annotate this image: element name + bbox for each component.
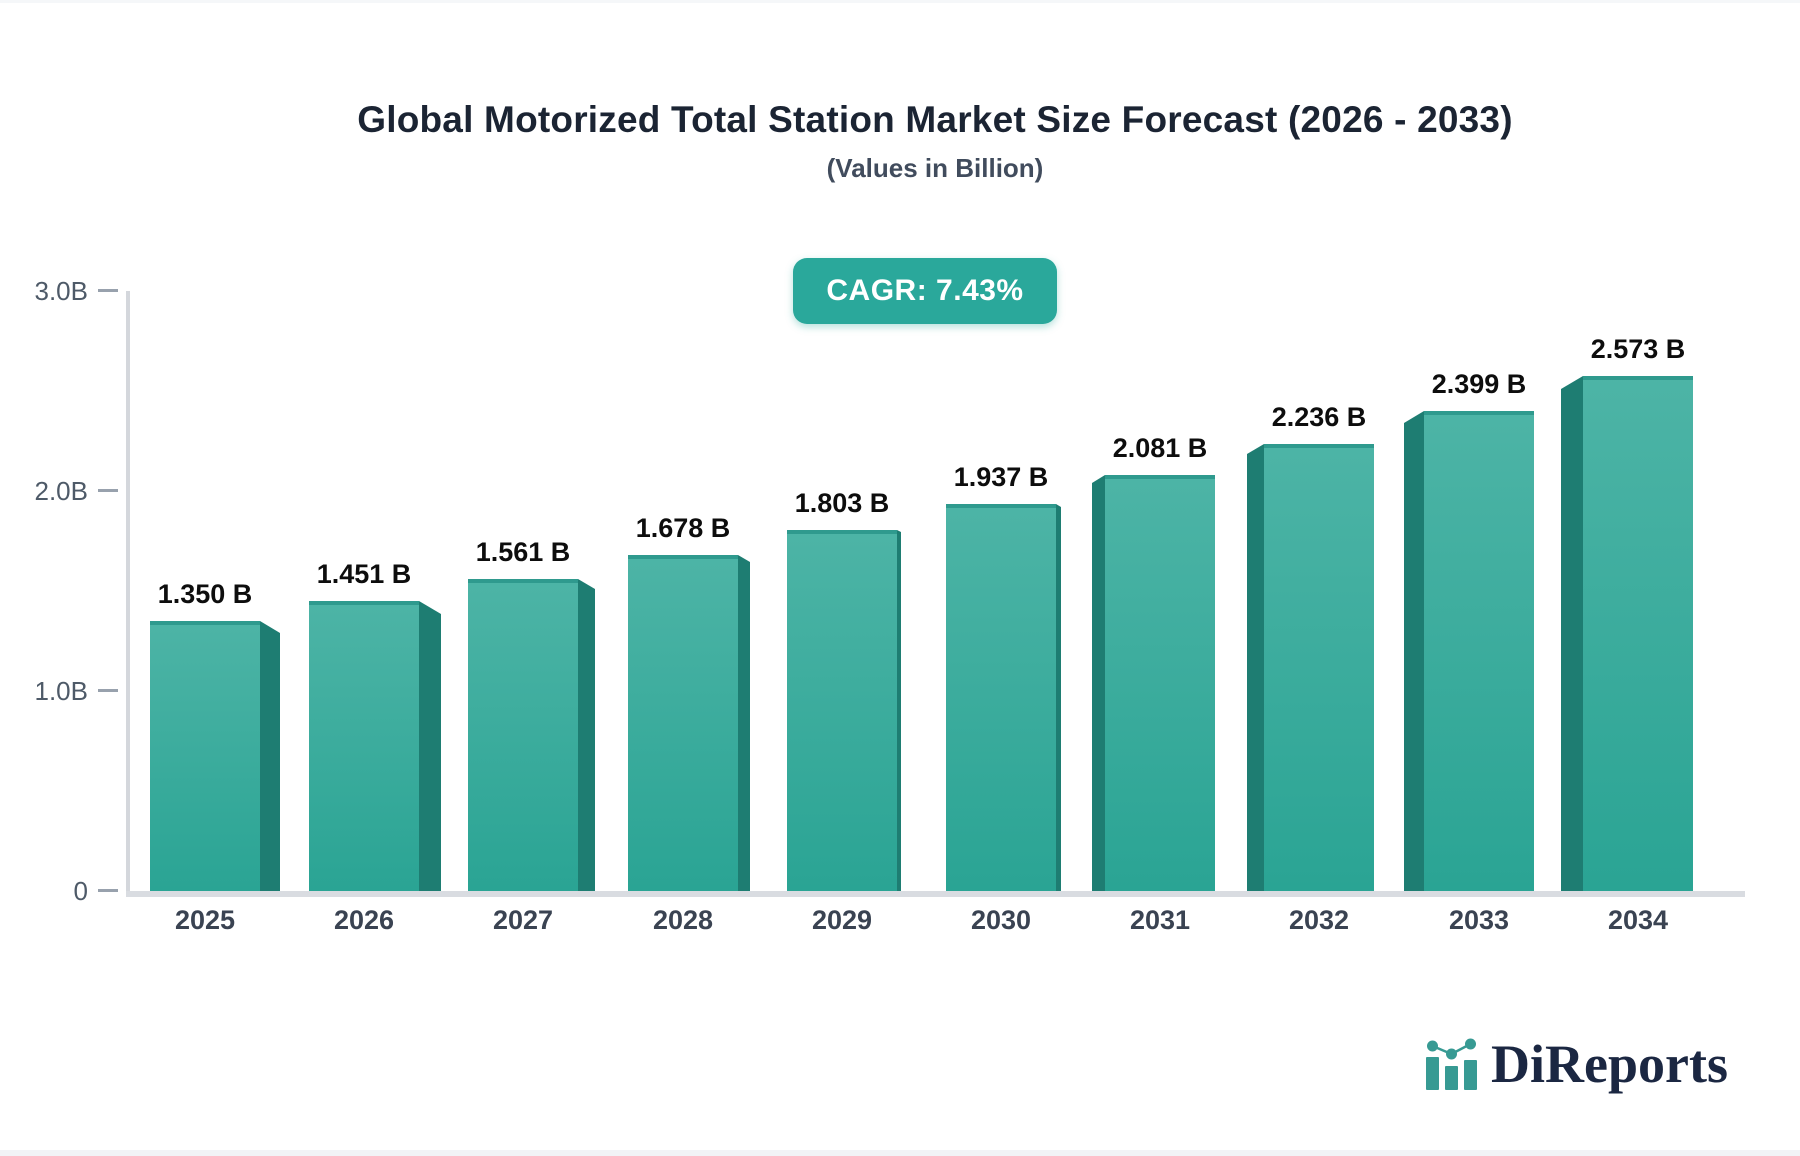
bar-value-label: 2.573 B [1590,334,1686,364]
mini-bar-chart-icon [1426,1038,1478,1090]
x-tick-label: 2025 [174,905,236,935]
y-tick-label: 1.0B [34,676,89,706]
bar-value-label: 1.561 B [475,537,571,567]
bar [309,601,419,891]
y-axis-tick [98,289,118,292]
bar-top-face [1264,444,1374,448]
cagr-badge: CAGR: 7.43% [793,258,1057,324]
x-tick-label: 2027 [492,905,554,935]
bar-3d-side [260,621,280,891]
bar [150,621,260,891]
bar-top-face [1424,411,1534,415]
y-axis-tick [98,889,118,892]
bar-value-label: 1.678 B [635,513,731,543]
bar-3d-side [1404,411,1424,891]
bar [628,555,738,891]
x-tick-label: 2030 [970,905,1032,935]
bar-value-label: 1.803 B [794,488,890,518]
y-axis-tick [98,689,118,692]
x-tick-label: 2033 [1448,905,1510,935]
y-axis-tick [98,489,118,492]
bar-top-face [150,621,260,625]
x-tick-label: 2026 [333,905,395,935]
cagr-badge-label: CAGR: 7.43% [826,274,1024,307]
bar [1424,411,1534,891]
bar-3d-side [578,579,595,891]
y-tick-label: 2.0B [34,476,89,506]
x-axis-baseline [126,891,1745,897]
bar-value-label: 1.937 B [953,462,1049,492]
bar-value-label: 2.081 B [1112,433,1208,463]
x-tick-label: 2032 [1288,905,1350,935]
bar-3d-side [738,555,750,891]
bar-3d-side [1247,444,1264,891]
bar-top-face [1583,376,1693,380]
y-axis-line [126,291,130,891]
bar [1264,444,1374,891]
bar-3d-side [1561,376,1583,891]
x-tick-label: 2029 [811,905,873,935]
bar-3d-side [897,530,901,891]
bar [1105,475,1215,891]
bar [1583,376,1693,891]
bar-value-label: 1.350 B [157,579,253,609]
bar-top-face [309,601,419,605]
x-tick-label: 2031 [1129,905,1191,935]
brand-logo: DiReports [1423,1035,1728,1093]
bar-value-label: 1.451 B [316,559,412,589]
bar-top-face [946,504,1056,508]
bar-top-face [628,555,738,559]
x-tick-label: 2034 [1607,905,1669,935]
bar-3d-side [1056,504,1061,891]
y-tick-label: 0 [73,876,88,906]
bar [946,504,1056,891]
bar-top-face [787,530,897,534]
brand-logo-text: DiReports [1491,1034,1728,1094]
y-tick-label: 3.0B [34,276,89,306]
bar [787,530,897,891]
bar-3d-side [1092,475,1105,891]
bar-top-face [468,579,578,583]
bar-top-face [1105,475,1215,479]
bar [468,579,578,891]
bar-value-label: 2.399 B [1431,369,1527,399]
bar-value-label: 2.236 B [1271,402,1367,432]
chart-title: Global Motorized Total Station Market Si… [357,99,1513,140]
bar-3d-side [419,601,441,891]
chart-subtitle: (Values in Billion) [826,153,1044,183]
x-tick-label: 2028 [652,905,714,935]
